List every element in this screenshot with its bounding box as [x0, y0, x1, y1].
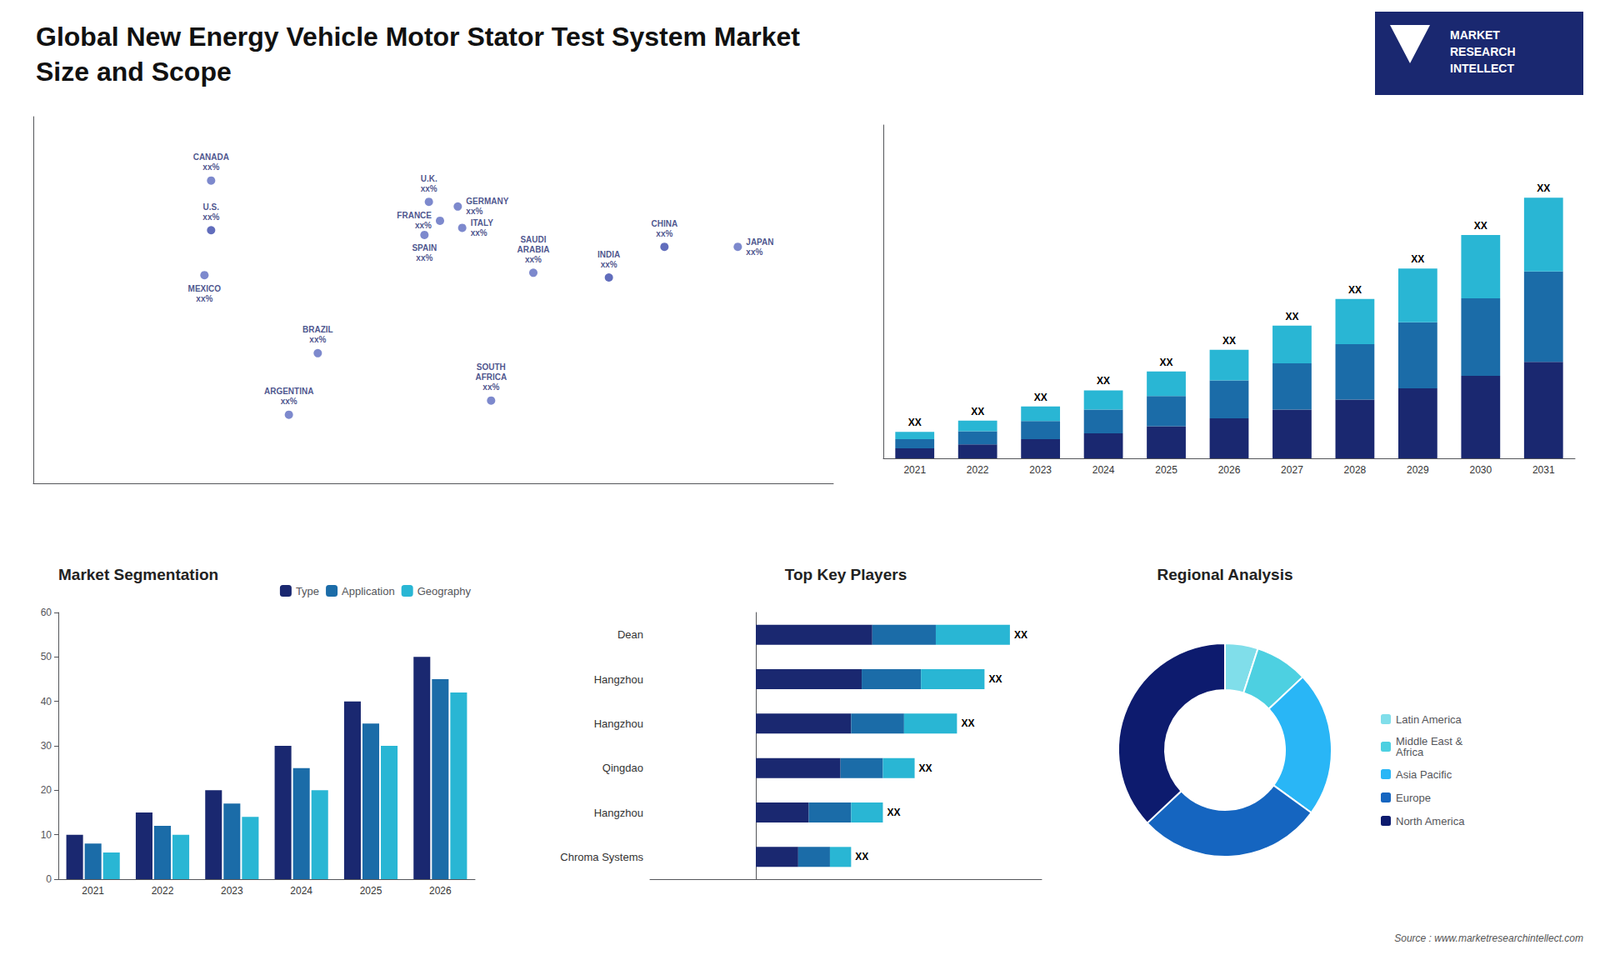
svg-text:Africa: Africa	[1395, 745, 1425, 759]
svg-text:XX: XX	[1222, 335, 1236, 347]
svg-text:MEXICO: MEXICO	[188, 284, 222, 294]
svg-text:XX: XX	[886, 806, 900, 819]
svg-text:XX: XX	[988, 673, 1002, 685]
svg-text:INTELLECT: INTELLECT	[1450, 61, 1515, 75]
svg-text:XX: XX	[970, 405, 985, 418]
svg-text:BRAZIL: BRAZIL	[302, 325, 334, 335]
svg-text:SPAIN: SPAIN	[411, 243, 437, 253]
svg-text:INDIA: INDIA	[597, 250, 620, 260]
svg-text:Hangzhou: Hangzhou	[594, 673, 644, 686]
svg-text:2027: 2027	[1280, 464, 1304, 476]
svg-text:2022: 2022	[151, 885, 175, 897]
svg-text:xx%: xx%	[202, 212, 220, 222]
svg-text:Hangzhou: Hangzhou	[594, 717, 644, 730]
svg-text:2023: 2023	[220, 885, 244, 897]
svg-text:Type: Type	[295, 585, 320, 598]
svg-text:North America: North America	[1395, 815, 1465, 828]
svg-text:xx%: xx%	[482, 382, 500, 392]
svg-text:ARABIA: ARABIA	[517, 245, 550, 255]
svg-text:xx%: xx%	[202, 162, 220, 172]
svg-text:XX: XX	[1410, 253, 1425, 265]
svg-text:XX: XX	[1096, 375, 1110, 387]
svg-text:SOUTH: SOUTH	[476, 362, 506, 372]
svg-text:xx%: xx%	[280, 396, 298, 406]
svg-text:xx%: xx%	[195, 294, 213, 304]
svg-text:SAUDI: SAUDI	[520, 235, 546, 245]
svg-text:xx%: xx%	[655, 229, 673, 239]
svg-text:2030: 2030	[1469, 464, 1492, 476]
svg-text:2021: 2021	[903, 464, 926, 476]
svg-text:xx%: xx%	[309, 335, 326, 345]
svg-text:2024: 2024	[290, 885, 313, 897]
svg-text:Chroma Systems: Chroma Systems	[560, 850, 644, 864]
svg-text:xx%: xx%	[745, 247, 763, 257]
svg-text:XX: XX	[1536, 182, 1550, 195]
svg-text:GERMANY: GERMANY	[465, 196, 509, 206]
svg-text:Source : www.marketresearchint: Source : www.marketresearchintellect.com	[1394, 932, 1584, 945]
svg-text:Hangzhou: Hangzhou	[594, 806, 644, 820]
svg-text:2021: 2021	[81, 885, 105, 897]
svg-text:XX: XX	[1014, 629, 1028, 641]
svg-text:MARKET: MARKET	[1450, 28, 1500, 42]
svg-text:U.S.: U.S.	[203, 202, 220, 212]
svg-text:2022: 2022	[966, 464, 990, 476]
svg-text:2026: 2026	[429, 885, 452, 897]
svg-text:xx%: xx%	[415, 220, 432, 230]
svg-text:Top Key Players: Top Key Players	[785, 565, 907, 584]
svg-text:xx%: xx%	[470, 228, 488, 238]
svg-text:ARGENTINA: ARGENTINA	[264, 386, 314, 396]
svg-text:0: 0	[45, 873, 52, 885]
svg-text:60: 60	[40, 606, 53, 619]
svg-text:Application: Application	[341, 585, 395, 598]
svg-text:30: 30	[40, 740, 53, 752]
svg-text:20: 20	[40, 784, 53, 796]
svg-text:Europe: Europe	[1395, 791, 1431, 805]
svg-text:U.K.: U.K.	[420, 174, 438, 184]
svg-text:CHINA: CHINA	[650, 219, 678, 229]
svg-text:FRANCE: FRANCE	[396, 210, 432, 220]
svg-text:Dean: Dean	[617, 628, 644, 641]
svg-text:2023: 2023	[1029, 464, 1052, 476]
svg-text:Size and Scope: Size and Scope	[35, 56, 232, 87]
svg-text:Regional Analysis: Regional Analysis	[1157, 565, 1294, 584]
svg-text:JAPAN: JAPAN	[745, 237, 774, 247]
svg-text:Middle East &: Middle East &	[1395, 735, 1463, 748]
svg-text:xx%: xx%	[525, 255, 542, 265]
svg-text:XX: XX	[1474, 220, 1488, 232]
svg-text:XX: XX	[1160, 356, 1174, 369]
svg-text:xx%: xx%	[420, 184, 438, 194]
svg-text:10: 10	[40, 829, 53, 841]
svg-text:Market Segmentation: Market Segmentation	[58, 565, 219, 584]
svg-text:XX: XX	[919, 762, 933, 775]
svg-text:50: 50	[40, 650, 53, 663]
svg-text:xx%: xx%	[465, 206, 483, 216]
svg-text:Qingdao: Qingdao	[602, 761, 644, 775]
svg-text:2025: 2025	[1155, 464, 1178, 476]
svg-text:Latin America: Latin America	[1395, 713, 1463, 726]
svg-text:Asia Pacific: Asia Pacific	[1395, 768, 1453, 781]
svg-text:2025: 2025	[360, 885, 383, 897]
svg-text:XX: XX	[1348, 284, 1362, 296]
svg-text:XX: XX	[1034, 391, 1048, 404]
svg-text:40: 40	[40, 695, 53, 708]
svg-text:AFRICA: AFRICA	[475, 372, 507, 382]
svg-text:XX: XX	[1285, 310, 1299, 323]
svg-text:XX: XX	[960, 717, 975, 730]
svg-text:2029: 2029	[1406, 464, 1430, 476]
svg-text:Geography: Geography	[417, 585, 472, 598]
svg-text:CANADA: CANADA	[193, 152, 230, 162]
svg-text:xx%: xx%	[415, 253, 433, 263]
svg-text:ITALY: ITALY	[470, 218, 495, 228]
svg-text:RESEARCH: RESEARCH	[1450, 45, 1516, 59]
svg-text:2024: 2024	[1092, 464, 1115, 476]
svg-text:2028: 2028	[1344, 464, 1367, 476]
svg-text:xx%: xx%	[600, 260, 618, 270]
svg-text:2031: 2031	[1532, 464, 1555, 476]
svg-text:XX: XX	[908, 416, 922, 429]
svg-text:Global New Energy Vehicle Moto: Global New Energy Vehicle Motor Stator T…	[35, 21, 800, 52]
svg-text:2026: 2026	[1218, 464, 1241, 476]
svg-text:XX: XX	[855, 850, 869, 863]
